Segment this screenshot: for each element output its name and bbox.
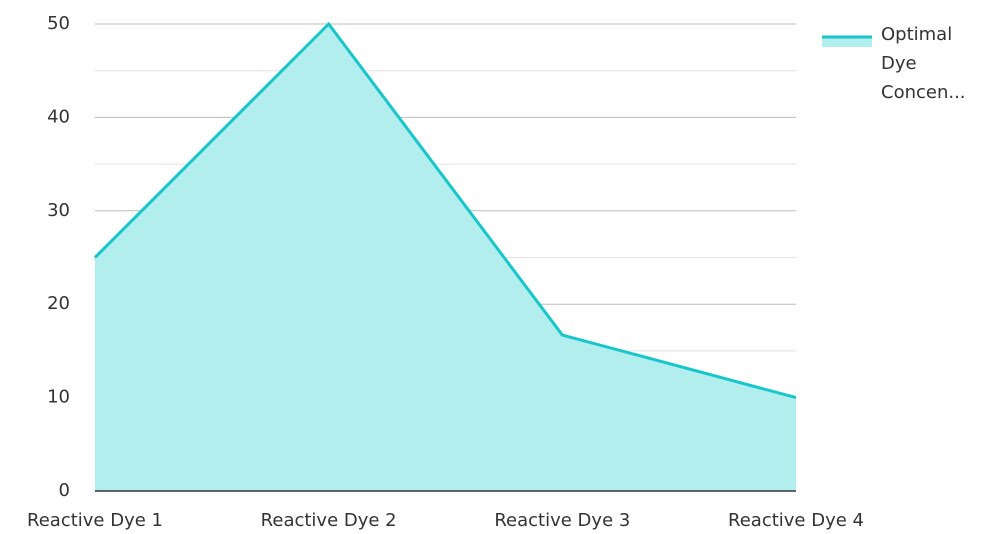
- legend-swatch-fill: [822, 37, 872, 47]
- x-tick-label: Reactive Dye 3: [494, 510, 630, 531]
- x-tick-label: Reactive Dye 4: [728, 510, 864, 531]
- y-tick-label: 10: [47, 387, 70, 408]
- y-tick-label: 40: [47, 106, 70, 127]
- x-tick-label: Reactive Dye 1: [27, 510, 163, 531]
- y-tick-label: 0: [59, 480, 70, 501]
- legend-label: Optimal Dye Concen...: [881, 24, 966, 103]
- line: [93, 21, 797, 400]
- y-tick-label: 20: [47, 293, 70, 314]
- x-tick-label: Reactive Dye 2: [261, 510, 397, 531]
- y-tick-label: 30: [47, 200, 70, 221]
- y-tick-label: 50: [47, 13, 70, 34]
- area: [95, 24, 796, 491]
